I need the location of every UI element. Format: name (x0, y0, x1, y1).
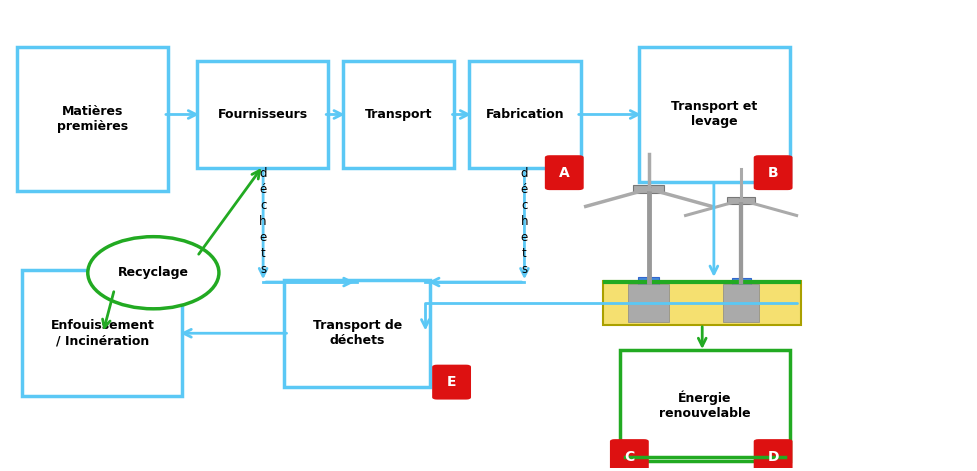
Text: C: C (624, 450, 634, 463)
Text: E: E (446, 375, 456, 389)
FancyBboxPatch shape (432, 365, 471, 399)
FancyBboxPatch shape (619, 349, 789, 461)
FancyBboxPatch shape (633, 185, 664, 193)
FancyBboxPatch shape (628, 284, 669, 322)
Text: Fabrication: Fabrication (486, 108, 565, 121)
Text: Enfouissement
/ Incinération: Enfouissement / Incinération (51, 319, 154, 347)
FancyBboxPatch shape (723, 284, 759, 322)
Text: Énergie
renouvelable: Énergie renouvelable (658, 390, 750, 420)
FancyBboxPatch shape (753, 439, 792, 471)
FancyBboxPatch shape (639, 47, 789, 182)
FancyBboxPatch shape (638, 277, 659, 287)
Ellipse shape (88, 236, 219, 309)
FancyBboxPatch shape (197, 61, 328, 168)
Text: d
é
c
h
e
t
s: d é c h e t s (259, 167, 267, 276)
FancyBboxPatch shape (343, 61, 454, 168)
Text: Fournisseurs: Fournisseurs (218, 108, 308, 121)
FancyBboxPatch shape (610, 439, 649, 471)
Text: d
é
c
h
e
t
s: d é c h e t s (521, 167, 529, 276)
Text: Transport: Transport (364, 108, 433, 121)
Text: Matières
premières: Matières premières (57, 105, 128, 133)
Text: B: B (768, 166, 779, 179)
Text: A: A (559, 166, 570, 179)
FancyBboxPatch shape (469, 61, 580, 168)
Text: D: D (767, 450, 779, 463)
FancyBboxPatch shape (18, 47, 168, 191)
Text: Recyclage: Recyclage (118, 266, 189, 279)
Text: Transport de
déchets: Transport de déchets (313, 319, 402, 347)
FancyBboxPatch shape (22, 270, 183, 396)
FancyBboxPatch shape (727, 196, 755, 203)
FancyBboxPatch shape (603, 281, 801, 325)
FancyBboxPatch shape (753, 155, 792, 190)
FancyBboxPatch shape (732, 278, 750, 286)
FancyBboxPatch shape (284, 280, 430, 387)
FancyBboxPatch shape (545, 155, 583, 190)
Text: Transport et
levage: Transport et levage (671, 100, 757, 129)
